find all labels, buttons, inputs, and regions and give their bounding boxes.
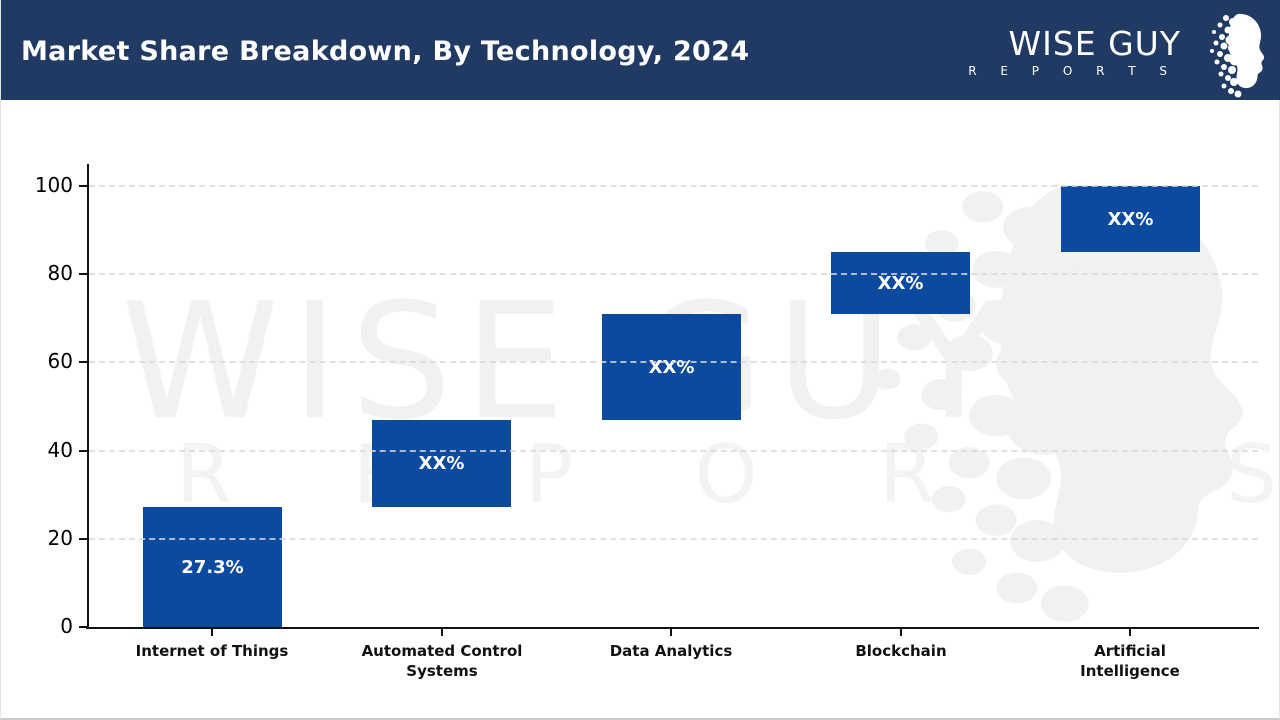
bar-value-label: 27.3% xyxy=(181,556,244,578)
y-tick-label: 40 xyxy=(47,438,73,462)
gridline xyxy=(89,538,1258,540)
x-tick-mark xyxy=(441,629,443,636)
y-axis-line xyxy=(87,164,89,629)
chart-title: Market Share Breakdown, By Technology, 2… xyxy=(21,36,750,67)
header: Market Share Breakdown, By Technology, 2… xyxy=(1,0,1280,100)
gridline xyxy=(89,361,1258,363)
y-tick-mark xyxy=(79,361,87,363)
logo-face-icon xyxy=(1210,13,1265,98)
brand-logo: WISE GUY R E P O R T S xyxy=(968,6,1269,98)
y-tick-label: 60 xyxy=(47,349,73,373)
y-tick-mark xyxy=(79,450,87,452)
bar-3: XX% xyxy=(602,314,741,420)
x-tick-mark xyxy=(1129,629,1131,636)
gridline xyxy=(89,273,1258,275)
y-tick-label: 0 xyxy=(60,614,73,638)
x-tick-label: Data Analytics xyxy=(609,642,733,660)
x-tick-label: Blockchain xyxy=(855,642,947,660)
bar-2: XX% xyxy=(372,420,511,507)
bar-5: XX% xyxy=(1061,186,1200,252)
x-axis-line xyxy=(86,627,1259,629)
plot-area: 0 20 40 60 80 100 27.3% Internet of Things XX% Au… xyxy=(1,100,1280,720)
x-tick-mark xyxy=(211,629,213,636)
logo-wordmark: WISE GUY xyxy=(1008,24,1181,63)
y-tick-mark xyxy=(79,626,87,628)
bar-value-label: XX% xyxy=(1107,208,1154,230)
x-tick-label: Artificial Intelligence xyxy=(1080,642,1180,681)
bar-value-label: XX% xyxy=(418,453,465,474)
logo-subtext: R E P O R T S xyxy=(968,64,1177,78)
gridline xyxy=(89,185,1258,187)
bar-value-label: XX% xyxy=(877,272,924,294)
y-tick-label: 80 xyxy=(47,261,73,285)
y-tick-mark xyxy=(79,273,87,275)
bar-4: XX% xyxy=(831,252,970,314)
gridline xyxy=(89,450,1258,452)
y-tick-label: 20 xyxy=(47,526,73,550)
y-tick-label: 100 xyxy=(34,173,73,197)
x-tick-label: Automated Control Systems xyxy=(361,642,523,681)
bar-value-label: XX% xyxy=(648,356,695,378)
y-tick-mark xyxy=(79,185,87,187)
x-tick-mark xyxy=(670,629,672,636)
x-tick-mark xyxy=(900,629,902,636)
x-tick-label: Internet of Things xyxy=(135,642,289,660)
bar-1: 27.3% xyxy=(143,507,282,627)
y-tick-mark xyxy=(79,538,87,540)
